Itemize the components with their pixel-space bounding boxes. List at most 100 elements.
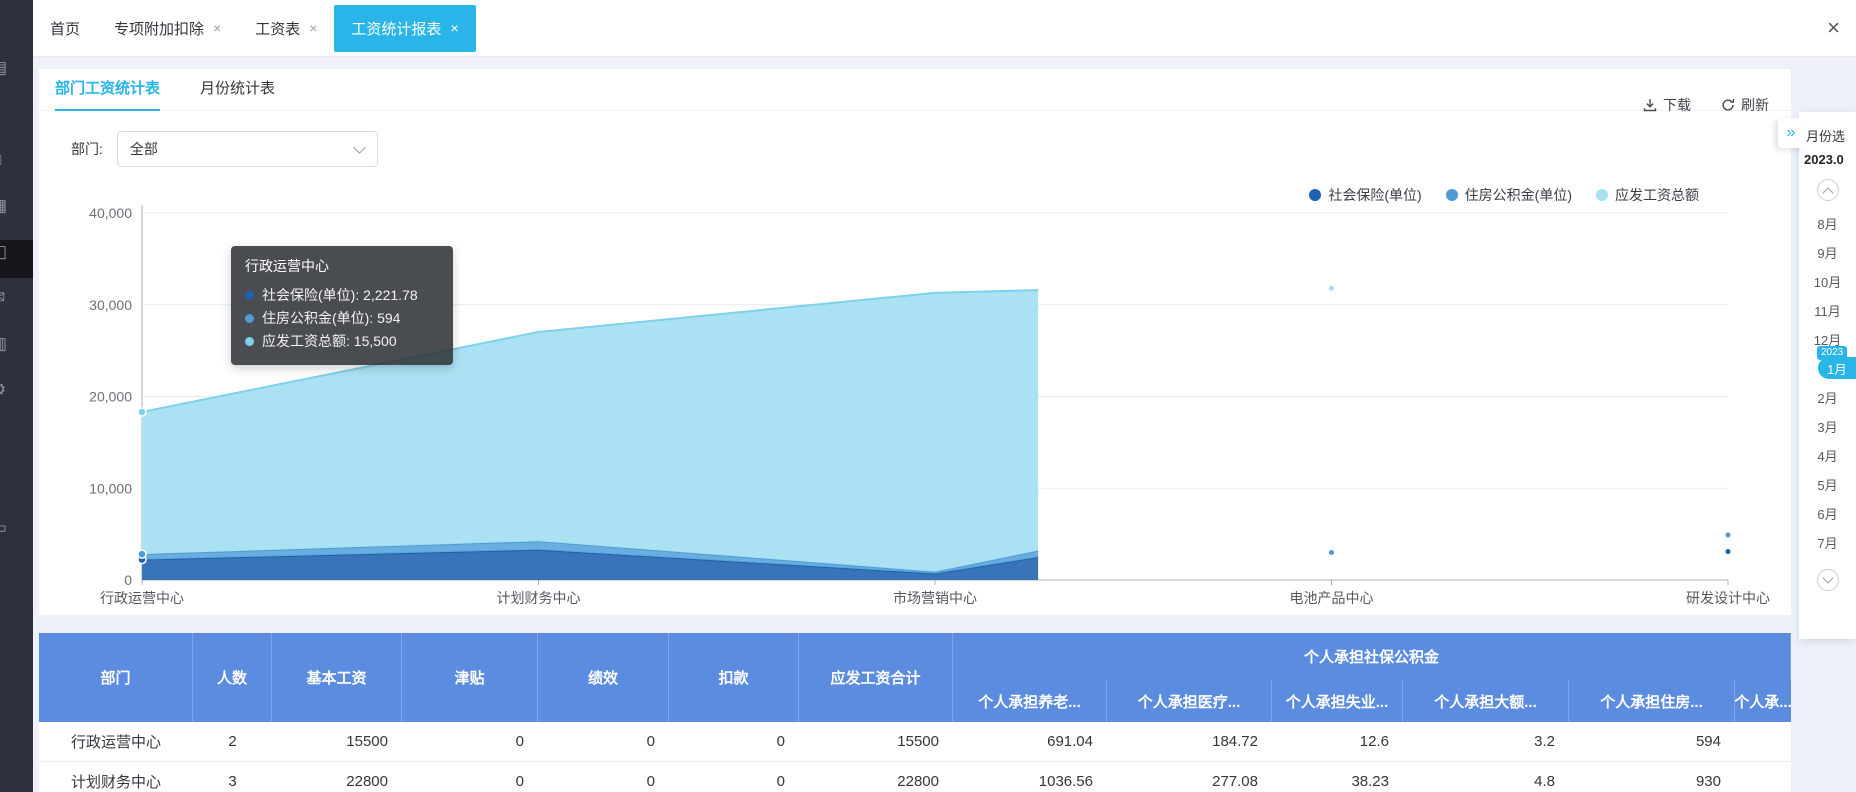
x-category-label: 行政运营中心 <box>100 590 184 606</box>
tab-close-icon[interactable]: × <box>309 20 318 36</box>
column-header[interactable]: 个人承担养老... <box>953 680 1107 722</box>
hover-marker[interactable] <box>137 549 147 559</box>
month-item[interactable]: 3月 <box>1799 412 1856 441</box>
close-icon[interactable]: × <box>1827 15 1840 40</box>
y-tick-label: 40,000 <box>89 205 132 221</box>
table-cell: 0 <box>776 733 785 750</box>
month-label: 6月 <box>1817 507 1838 522</box>
column-header[interactable]: 扣款 <box>669 633 799 722</box>
tab-bar: 首页 专项附加扣除 × 工资表 × 工资统计报表 × <box>33 0 476 56</box>
y-tick-label: 20,000 <box>89 389 132 405</box>
sidebar-nav-icon[interactable]: ▤ <box>0 56 21 80</box>
tooltip-title: 行政运营中心 <box>245 258 329 274</box>
data-point[interactable] <box>1329 549 1334 555</box>
sidebar-nav-icon[interactable]: ▦ <box>0 194 21 218</box>
column-header[interactable]: 个人承担医疗... <box>1107 680 1272 722</box>
report-subtab[interactable]: 部门工资统计表 <box>55 69 161 111</box>
column-header[interactable]: 基本工资 <box>272 633 402 722</box>
scroll-down-button[interactable] <box>1816 569 1839 591</box>
sidebar-nav-icon[interactable]: ▥ <box>0 332 21 356</box>
sidebar-nav-icon[interactable]: ≡ <box>0 424 21 448</box>
tooltip-series-value: 应发工资总额: 15,500 <box>262 333 397 349</box>
tooltip-row: 应发工资总额: 15,500 <box>245 330 439 353</box>
month-label: 2月 <box>1817 391 1838 406</box>
download-button[interactable]: 下载 <box>1643 95 1691 115</box>
area-band[interactable] <box>142 541 1039 574</box>
sidebar-nav-icon[interactable]: ◔ <box>0 470 21 494</box>
column-header[interactable]: 人数 <box>193 633 272 722</box>
data-point[interactable] <box>1725 532 1731 538</box>
app-tab[interactable]: 工资表 × <box>238 5 334 52</box>
month-item[interactable]: 9月 <box>1799 238 1856 267</box>
salary-table: 部门 人数 基本工资 津贴 绩效 扣款 应发工资合计 个人承担社保公积金 个人承担养老... 个人… <box>39 633 1791 792</box>
data-point[interactable] <box>1329 285 1334 291</box>
table-body: 行政运营中心 2 15500 0 0 0 15500 691.04 184.72 12.6 3.2 5… <box>39 722 1791 792</box>
tooltip-series-value: 住房公积金(单位): 594 <box>262 310 401 326</box>
column-header[interactable]: 绩效 <box>538 633 669 722</box>
data-point[interactable] <box>1725 549 1731 555</box>
month-item[interactable]: 1月 2023 <box>1817 346 1856 379</box>
legend-item[interactable]: 应发工资总额 <box>1596 185 1699 205</box>
report-subtab[interactable]: 月份统计表 <box>200 79 276 97</box>
department-select[interactable]: 全部 <box>116 131 378 167</box>
tooltip-series-value: 社会保险(单位): 2,221.78 <box>262 287 418 303</box>
month-item[interactable]: 2月 <box>1799 383 1856 412</box>
sidebar-nav-icon[interactable]: □ <box>0 148 21 172</box>
sidebar-nav-icon[interactable]: ✉ <box>0 286 21 310</box>
table-cell: 0 <box>646 733 655 750</box>
month-item[interactable]: 11月 <box>1799 296 1856 325</box>
column-header[interactable]: 津贴 <box>402 633 538 722</box>
sidebar-nav-icon[interactable]: ⚙ <box>0 378 21 402</box>
table-row[interactable]: 计划财务中心 3 22800 0 0 0 22800 1036.56 277.08 38.23 4.… <box>39 762 1791 792</box>
table-cell: 0 <box>646 773 655 790</box>
app-tab[interactable]: 工资统计报表 × <box>334 4 476 52</box>
column-header[interactable]: 个人承... <box>1735 693 1791 711</box>
chevron-down-icon <box>1821 572 1834 584</box>
month-label: 7月 <box>1817 536 1838 551</box>
sidebar-nav-icon[interactable]: ⌂ <box>0 10 21 34</box>
month-item[interactable]: 10月 <box>1799 267 1856 296</box>
tab-close-icon[interactable]: × <box>213 20 222 36</box>
chart-toolbar: 下载 刷新 <box>1643 95 1769 115</box>
table-cell: 594 <box>1695 733 1721 750</box>
legend-item[interactable]: 住房公积金(单位) <box>1445 185 1572 205</box>
month-item[interactable]: 5月 <box>1799 470 1856 499</box>
app-tab[interactable]: 专项附加扣除 × <box>97 5 238 52</box>
chart-legend: 社会保险(单位) 住房公积金(单位) 应发工资总额 <box>1309 185 1699 205</box>
sidebar-nav-icon[interactable]: ◫ <box>0 240 21 264</box>
sidebar-nav-icon[interactable]: ○ <box>0 102 21 126</box>
tooltip-row: 住房公积金(单位): 594 <box>245 307 439 330</box>
table-cell: 184.72 <box>1212 733 1258 750</box>
download-icon <box>1643 99 1657 112</box>
table-cell: 15500 <box>897 733 939 750</box>
column-header[interactable]: 个人承担大额... <box>1403 680 1569 722</box>
column-header[interactable]: 个人承担住房... <box>1569 680 1735 722</box>
area-band[interactable] <box>142 549 1039 580</box>
column-header[interactable]: 部门 <box>39 633 193 722</box>
month-item[interactable]: 8月 <box>1799 209 1856 238</box>
x-category-label: 计划财务中心 <box>497 590 581 606</box>
sidebar-nav-icon[interactable]: ▭ <box>0 516 21 540</box>
tab-close-icon[interactable]: × <box>450 20 459 36</box>
column-header[interactable]: 个人承担失业... <box>1272 680 1403 722</box>
refresh-button[interactable]: 刷新 <box>1721 95 1769 115</box>
table-cell: 3 <box>228 773 237 790</box>
month-item[interactable]: 12月 <box>1799 325 1856 354</box>
month-item[interactable]: 4月 <box>1799 441 1856 470</box>
legend-item[interactable]: 社会保险(单位) <box>1309 185 1422 205</box>
panel-collapse-button[interactable]: » <box>1778 118 1804 148</box>
month-list: 8月 9月 10月 11月 12月 1月 2023 2月 3月 4月 5月 6月 7月 <box>1799 209 1856 557</box>
scroll-up-button[interactable] <box>1816 179 1839 201</box>
sidebar-active-item[interactable] <box>0 240 33 278</box>
table-row[interactable]: 行政运营中心 2 15500 0 0 0 15500 691.04 184.72 12.6 3.2 5… <box>39 722 1791 762</box>
area-band[interactable] <box>142 290 1039 572</box>
tab-label: 首页 <box>50 20 81 38</box>
legend-label: 住房公积金(单位) <box>1464 187 1572 203</box>
month-item[interactable]: 6月 <box>1799 499 1856 528</box>
hover-marker[interactable] <box>137 407 147 417</box>
column-header[interactable]: 应发工资合计 <box>799 633 953 722</box>
sidebar-nav-icon[interactable]: ○ <box>0 562 21 586</box>
month-item[interactable]: 7月 <box>1799 528 1856 557</box>
table-cell: 计划财务中心 <box>70 774 161 791</box>
app-tab[interactable]: 首页 <box>33 5 97 52</box>
